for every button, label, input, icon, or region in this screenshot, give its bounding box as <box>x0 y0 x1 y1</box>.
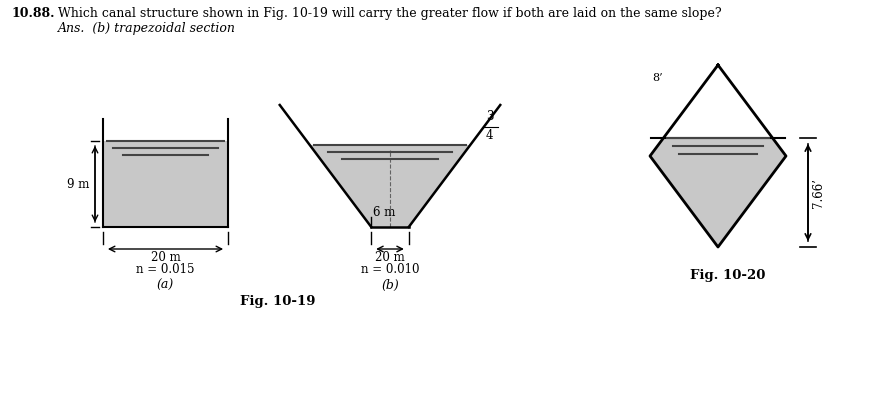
Text: 9 m: 9 m <box>66 177 89 190</box>
Text: Fig. 10-20: Fig. 10-20 <box>689 269 765 282</box>
Text: 8’: 8’ <box>651 73 662 83</box>
Text: (b): (b) <box>381 279 399 292</box>
Text: n = 0.010: n = 0.010 <box>361 263 419 276</box>
Text: 10.88.: 10.88. <box>12 7 56 20</box>
Polygon shape <box>649 138 785 247</box>
Text: 4: 4 <box>486 129 493 142</box>
Text: Fig. 10-19: Fig. 10-19 <box>240 295 315 308</box>
Polygon shape <box>103 141 228 227</box>
Text: 20 m: 20 m <box>151 251 180 264</box>
Text: n = 0.015: n = 0.015 <box>136 263 195 276</box>
Text: 7.66’: 7.66’ <box>811 177 824 207</box>
Polygon shape <box>309 145 470 227</box>
Text: Which canal structure shown in Fig. 10-19 will carry the greater flow if both ar: Which canal structure shown in Fig. 10-1… <box>58 7 721 20</box>
Text: Ans.  (b) trapezoidal section: Ans. (b) trapezoidal section <box>58 22 236 35</box>
Text: 20 m: 20 m <box>375 251 404 264</box>
Text: 3: 3 <box>486 110 493 123</box>
Text: (a): (a) <box>157 279 174 292</box>
Text: 6 m: 6 m <box>373 206 395 219</box>
